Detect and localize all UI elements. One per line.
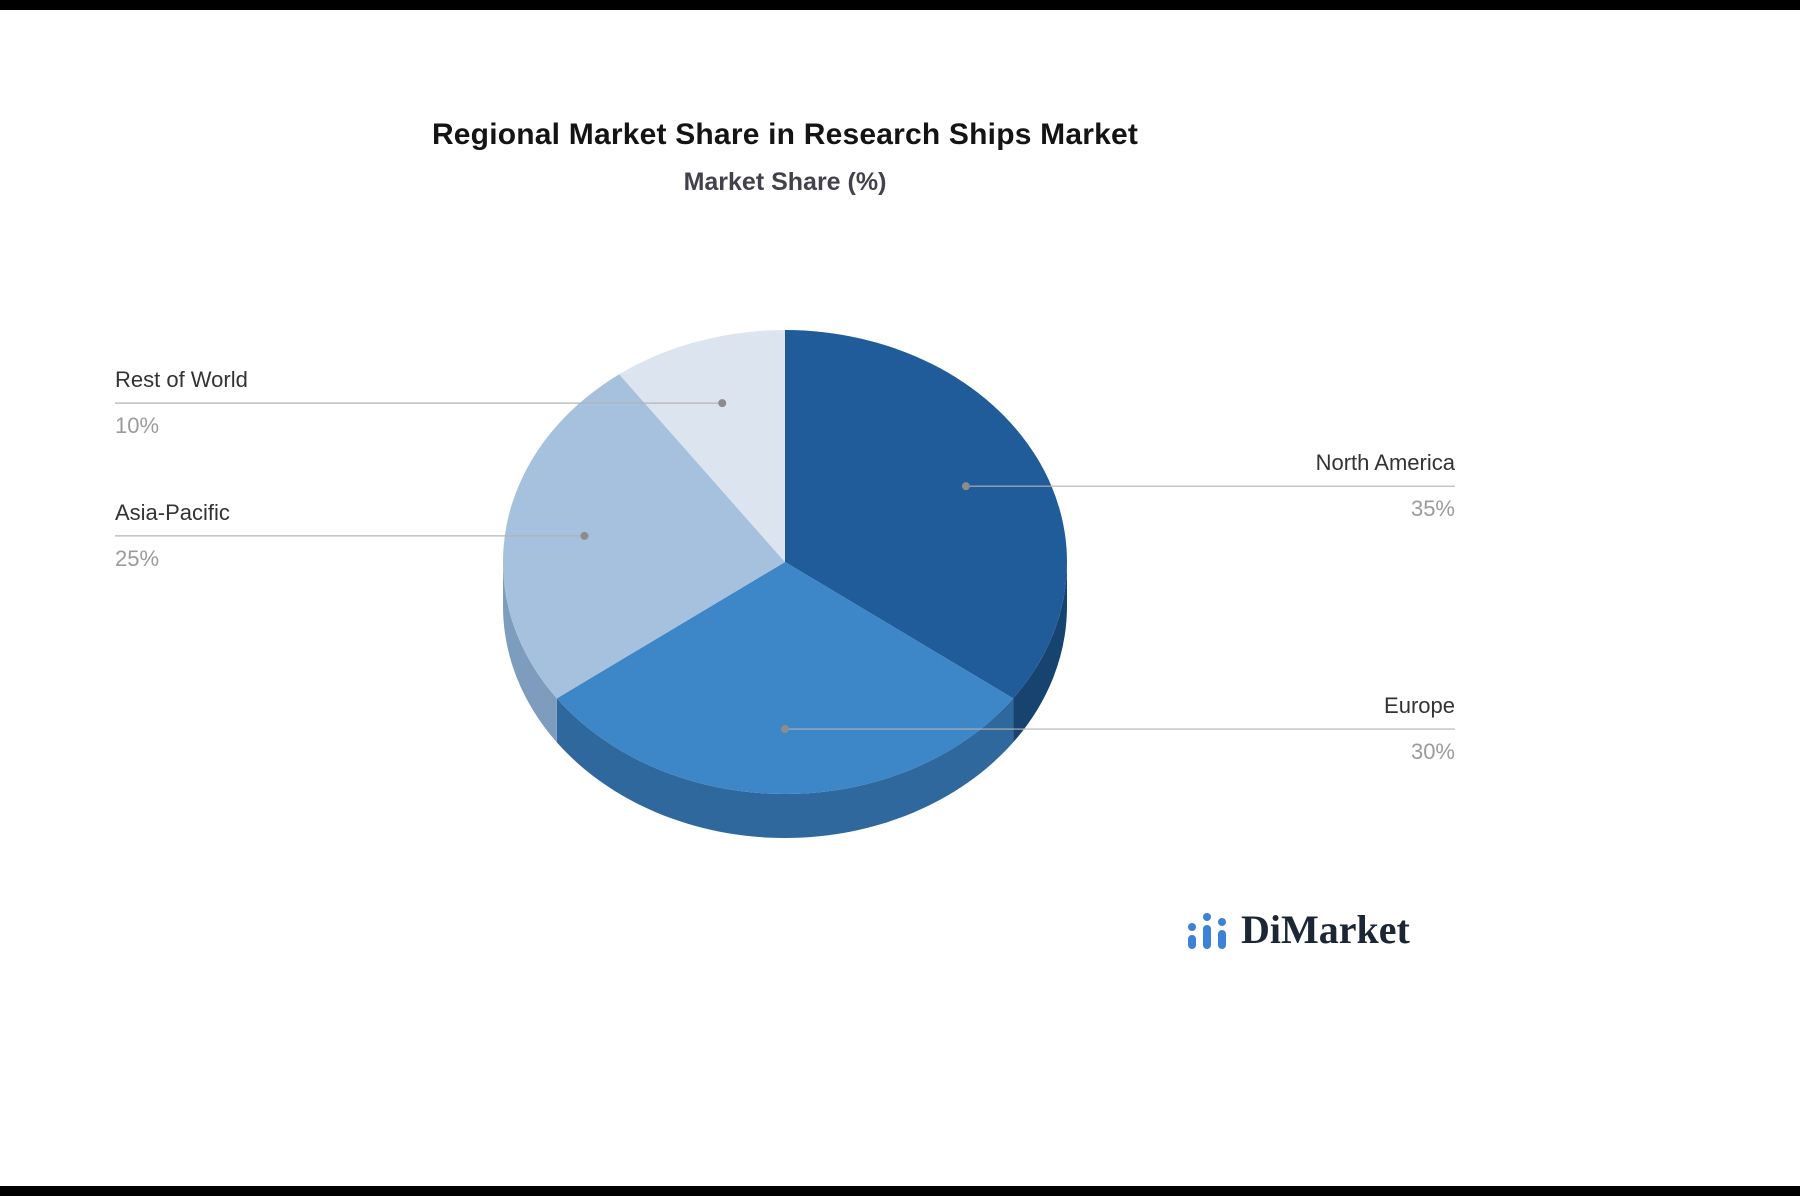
slice-value-text: 10% (115, 413, 160, 439)
pie-slice (556, 562, 1014, 795)
pie-slice-side (503, 562, 557, 743)
bar-chart-icon (1188, 913, 1226, 949)
leader-dot (781, 725, 789, 734)
bottom-border (0, 1186, 1800, 1196)
pie-slice (619, 330, 785, 562)
slice-label-europe: Europe 30% (1025, 693, 1455, 765)
pie-slice (785, 330, 1067, 699)
slice-label-rest-of-world: Rest of World 10% (115, 367, 545, 439)
slice-value-text: 25% (115, 545, 160, 571)
slice-label-text: North America (1315, 450, 1455, 476)
slice-value-text: 35% (1410, 496, 1455, 522)
slice-value-text: 30% (1410, 739, 1455, 765)
leader-dot (961, 482, 970, 491)
slice-label-text: Europe (1384, 693, 1455, 719)
pie-slice-side (1013, 562, 1067, 743)
slice-label-north-america: North America 35% (1025, 450, 1455, 522)
dimarket-logo-text: DiMarket (1241, 906, 1410, 952)
slice-label-text: Asia-Pacific (115, 499, 230, 525)
dimarket-logo: DiMarket (1185, 905, 1410, 953)
pie-slice (503, 374, 785, 699)
top-border (0, 0, 1800, 10)
leader-dot (580, 531, 589, 540)
leader-dot (718, 399, 727, 408)
pie-slice-side (556, 698, 1014, 839)
slice-label-asia-pacific: Asia-Pacific 25% (115, 500, 545, 572)
chart-title: Regional Market Share in Research Ships … (431, 118, 1139, 151)
chart-subtitle: Market Share (%) (683, 168, 887, 196)
slice-label-text: Rest of World (115, 367, 248, 393)
